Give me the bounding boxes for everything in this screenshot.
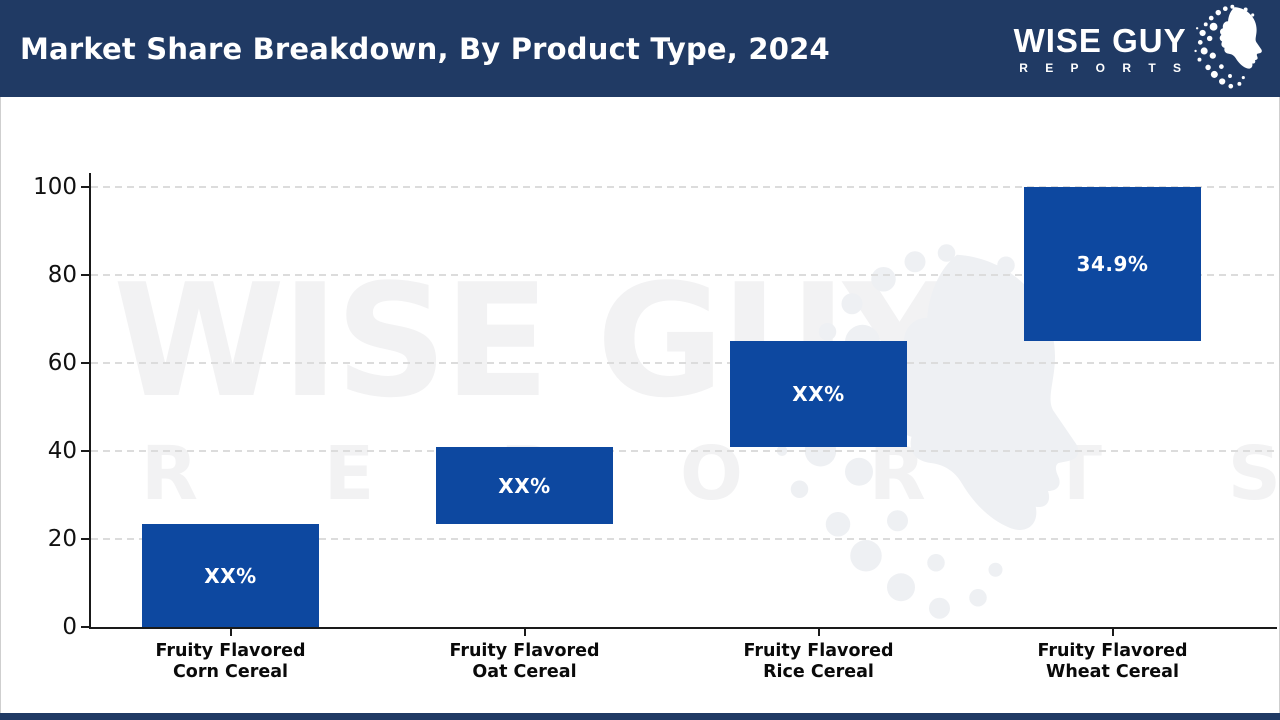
- header: Market Share Breakdown, By Product Type,…: [0, 0, 1280, 97]
- bar-value-label: XX%: [498, 473, 551, 498]
- x-tick: [229, 629, 232, 636]
- y-tick: [81, 274, 89, 276]
- x-axis-label-line1: Fruity Flavored: [743, 641, 894, 661]
- footer-bar: [0, 713, 1280, 720]
- gridline: [91, 274, 1277, 276]
- x-axis-label-line2: Oat Cereal: [472, 662, 577, 682]
- bar-value-label: XX%: [204, 563, 257, 588]
- gridline: [91, 450, 1277, 452]
- y-tick-label: 0: [62, 614, 77, 640]
- y-axis-line: [89, 173, 91, 629]
- chart-area: WISE GUY R E P O R T S 0 20 40 60 80 100 XX: [0, 97, 1280, 713]
- y-tick: [81, 362, 89, 364]
- x-axis-label-line1: Fruity Flavored: [155, 641, 306, 661]
- x-axis-label-line2: Wheat Cereal: [1046, 662, 1179, 682]
- x-axis-label: Fruity Flavored Wheat Cereal: [963, 641, 1263, 683]
- bar-corn-cereal: XX%: [142, 524, 319, 627]
- y-tick-label: 80: [47, 262, 77, 288]
- gridline: [91, 538, 1277, 540]
- y-tick: [81, 538, 89, 540]
- page-title: Market Share Breakdown, By Product Type,…: [20, 31, 830, 66]
- brand-reports-label: R E P O R T S: [1019, 61, 1188, 76]
- brand-name: WISE GUY: [1013, 21, 1187, 59]
- brand-text: WISE GUY R E P O R T S: [1012, 21, 1188, 76]
- y-tick: [81, 450, 89, 452]
- x-tick: [817, 629, 820, 636]
- x-axis-label-line1: Fruity Flavored: [1037, 641, 1188, 661]
- y-tick-label: 40: [47, 438, 77, 464]
- y-tick-label: 20: [47, 526, 77, 552]
- gridline: [91, 186, 1277, 188]
- brand-face-icon: [1194, 4, 1262, 89]
- x-axis-label: Fruity Flavored Corn Cereal: [81, 641, 381, 683]
- x-axis-label-line2: Corn Cereal: [172, 662, 289, 682]
- bar-oat-cereal: XX%: [436, 447, 613, 525]
- y-tick: [81, 626, 89, 628]
- bar-rice-cereal: XX%: [730, 340, 907, 448]
- x-axis-line: [89, 627, 1277, 629]
- x-axis-label-line1: Fruity Flavored: [449, 641, 600, 661]
- x-tick: [1111, 629, 1114, 636]
- watermark-reports-label: R E P O R T S: [141, 431, 1280, 518]
- brand-logo: WISE GUY R E P O R T S: [1012, 4, 1270, 94]
- bar-value-label: XX%: [792, 381, 845, 406]
- y-tick-label: 60: [47, 350, 77, 376]
- gridline: [91, 362, 1277, 364]
- x-tick: [523, 629, 526, 636]
- x-axis-label-line2: Rice Cereal: [763, 662, 874, 682]
- bar-wheat-cereal: 34.9%: [1024, 187, 1201, 341]
- bar-value-label: 34.9%: [1076, 251, 1149, 276]
- x-axis-label: Fruity Flavored Oat Cereal: [375, 641, 675, 683]
- x-axis-label: Fruity Flavored Rice Cereal: [669, 641, 969, 683]
- y-tick-label: 100: [33, 174, 77, 200]
- y-tick: [81, 186, 89, 188]
